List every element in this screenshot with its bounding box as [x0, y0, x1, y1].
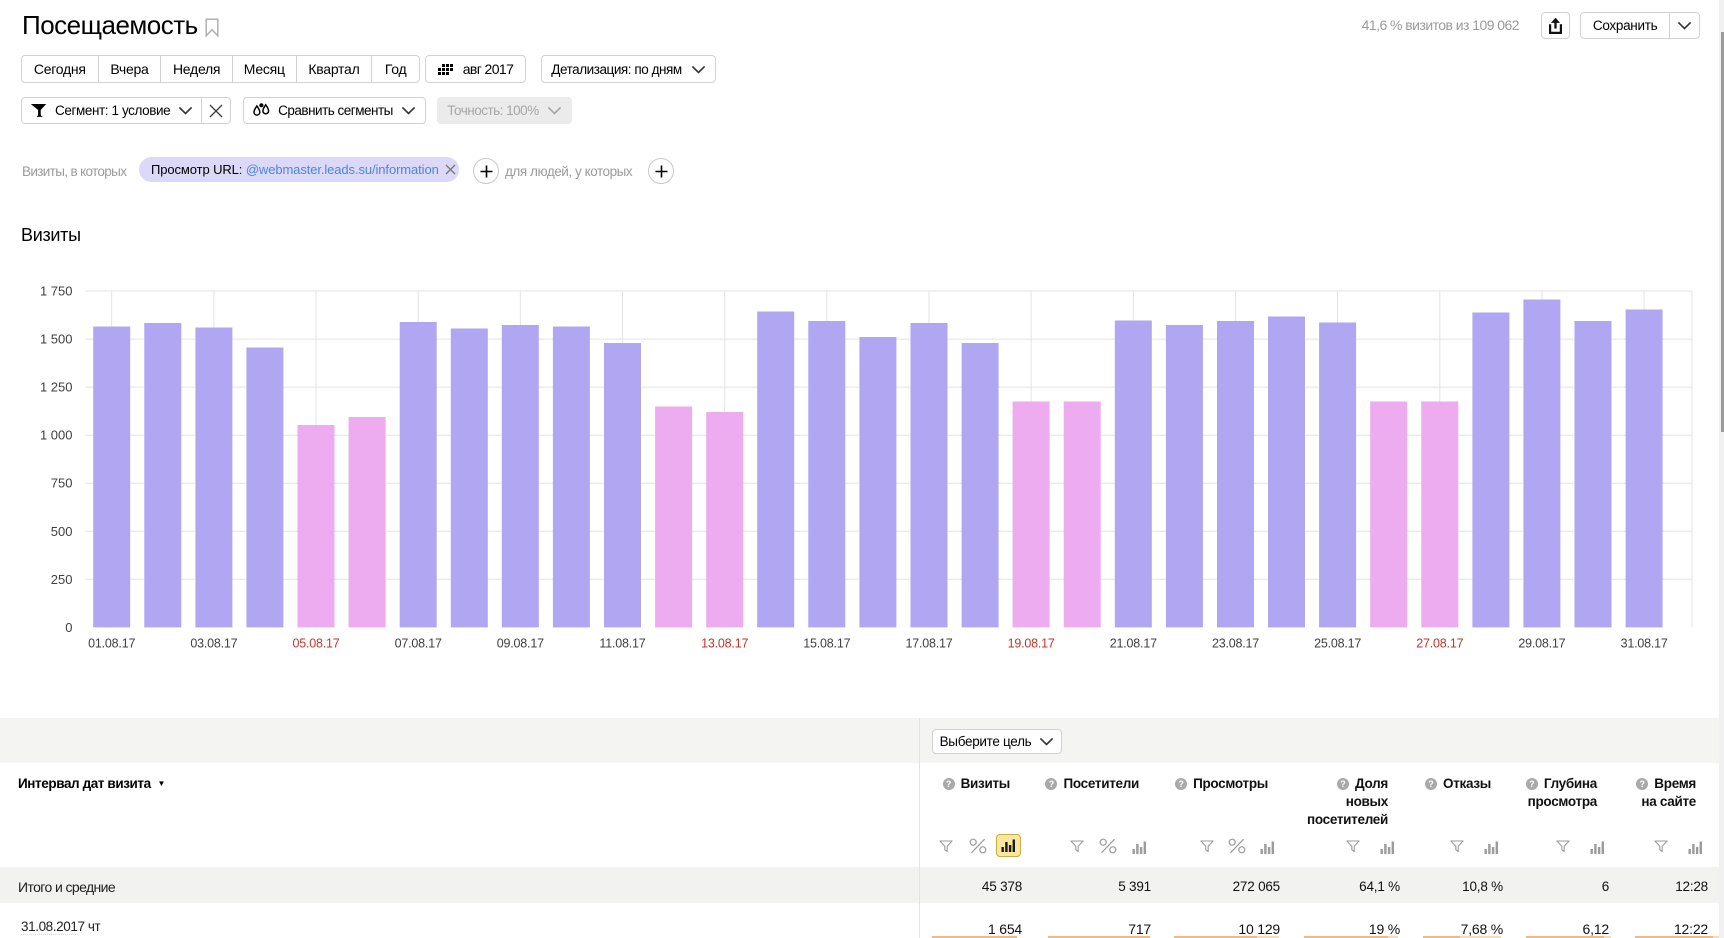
svg-text:19.08.17: 19.08.17 [1008, 637, 1055, 651]
svg-text:11.08.17: 11.08.17 [599, 637, 645, 651]
svg-text:0: 0 [65, 620, 72, 635]
svg-text:750: 750 [51, 476, 73, 491]
svg-text:07.08.17: 07.08.17 [395, 637, 442, 651]
svg-text:13.08.17: 13.08.17 [701, 637, 748, 651]
svg-text:1 500: 1 500 [40, 332, 73, 347]
svg-text:25.08.17: 25.08.17 [1314, 637, 1361, 651]
svg-text:09.08.17: 09.08.17 [497, 637, 544, 651]
svg-text:23.08.17: 23.08.17 [1212, 637, 1259, 651]
svg-text:31.08.17: 31.08.17 [1621, 637, 1668, 651]
svg-text:1 250: 1 250 [40, 380, 73, 395]
svg-text:17.08.17: 17.08.17 [905, 637, 952, 651]
svg-text:15.08.17: 15.08.17 [803, 637, 850, 651]
svg-text:01.08.17: 01.08.17 [88, 637, 135, 651]
svg-text:03.08.17: 03.08.17 [190, 637, 237, 651]
svg-text:21.08.17: 21.08.17 [1110, 637, 1157, 651]
svg-text:500: 500 [51, 524, 73, 539]
svg-text:250: 250 [51, 572, 73, 587]
svg-text:27.08.17: 27.08.17 [1416, 637, 1463, 651]
svg-text:1 000: 1 000 [40, 428, 73, 443]
svg-text:05.08.17: 05.08.17 [292, 637, 339, 651]
svg-text:29.08.17: 29.08.17 [1518, 637, 1565, 651]
svg-text:1 750: 1 750 [40, 284, 73, 299]
